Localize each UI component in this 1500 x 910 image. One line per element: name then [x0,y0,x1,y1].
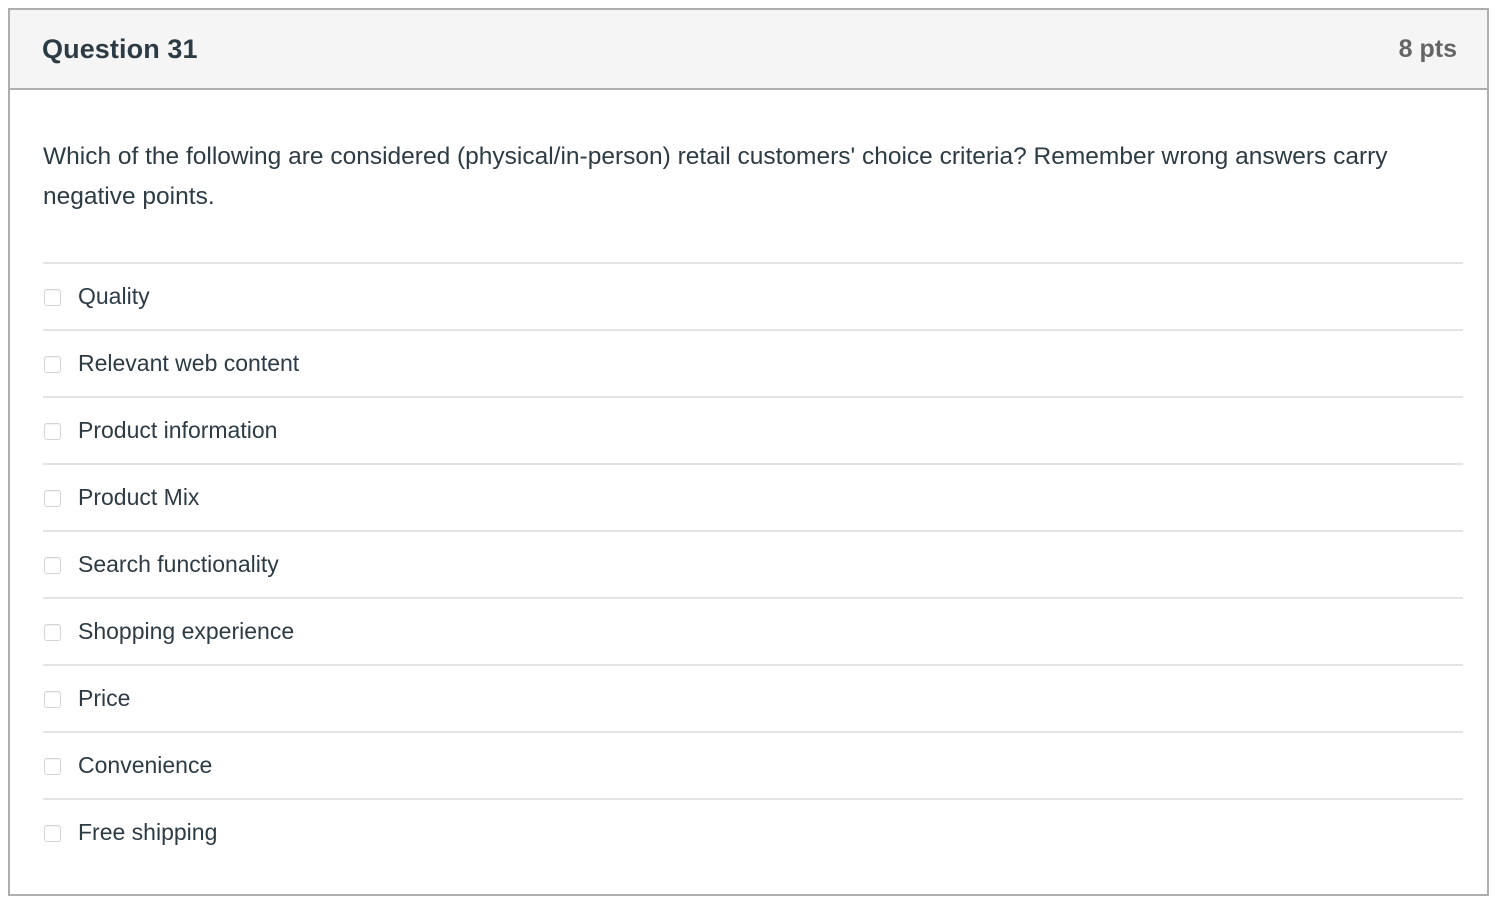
answer-option-label: Search functionality [78,550,279,577]
answer-option-label: Product Mix [78,483,200,510]
checkbox-icon[interactable] [44,489,61,507]
checkbox-icon[interactable] [44,422,61,440]
answer-option-row[interactable]: Convenience [43,731,1463,798]
checkbox-icon[interactable] [44,288,61,306]
question-prompt-text: Which of the following are considered (p… [43,143,1388,210]
answer-option-row[interactable]: Relevant web content [43,329,1463,396]
question-header: Question 31 8 pts [10,10,1487,90]
question-card: Question 31 8 pts Which of the following… [8,8,1489,896]
checkbox-icon[interactable] [44,757,61,775]
question-points-badge: 8 pts [1398,34,1457,63]
answer-option-label: Product information [78,416,278,443]
answer-option-label: Price [78,684,131,711]
answer-option-row[interactable]: Product information [43,396,1463,463]
answer-option-row[interactable]: Quality [43,262,1463,329]
answer-option-row[interactable]: Price [43,664,1463,731]
answer-option-label: Shopping experience [78,617,295,644]
answer-option-row[interactable]: Free shipping [43,798,1463,865]
answer-option-row[interactable]: Product Mix [43,463,1463,530]
checkbox-icon[interactable] [44,556,61,574]
checkbox-icon[interactable] [44,623,61,641]
answer-option-row[interactable]: Search functionality [43,530,1463,597]
answer-option-row[interactable]: Shopping experience [43,597,1463,664]
answer-option-label: Convenience [78,751,213,778]
checkbox-icon[interactable] [44,690,61,708]
question-body: Which of the following are considered (p… [10,90,1487,865]
question-title: Question 31 [42,33,198,64]
checkbox-icon[interactable] [44,355,61,373]
checkbox-icon[interactable] [44,824,61,842]
answer-option-label: Free shipping [78,818,218,845]
answer-option-label: Relevant web content [78,349,300,376]
answer-option-label: Quality [78,282,150,309]
answer-options-list: Quality Relevant web content Product inf… [10,262,1487,865]
